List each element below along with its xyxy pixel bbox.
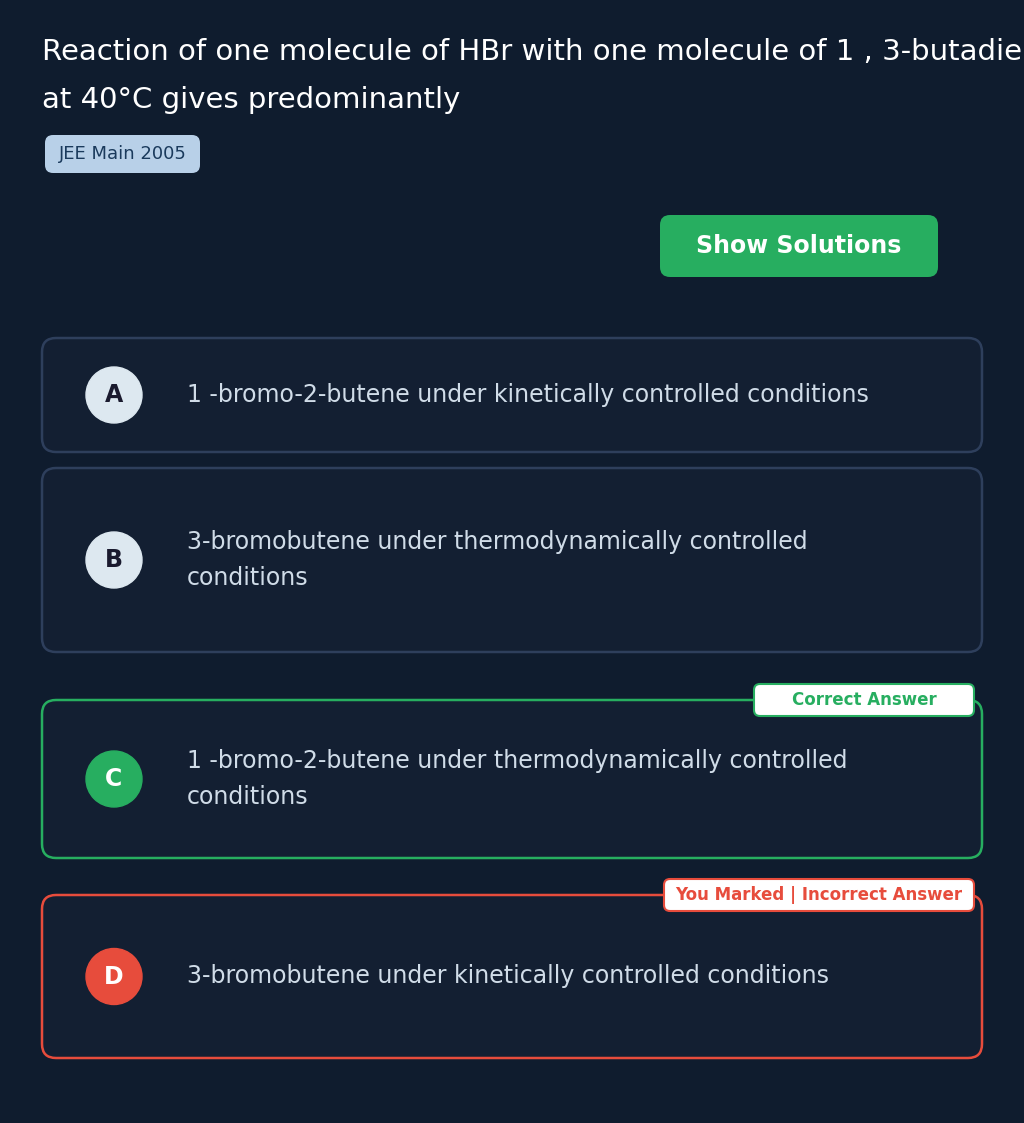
Text: at 40°C gives predominantly: at 40°C gives predominantly: [42, 86, 461, 115]
Text: D: D: [104, 965, 124, 988]
Text: Show Solutions: Show Solutions: [696, 234, 902, 258]
FancyBboxPatch shape: [45, 135, 200, 173]
Circle shape: [86, 532, 142, 588]
Circle shape: [86, 367, 142, 423]
FancyBboxPatch shape: [42, 468, 982, 652]
Circle shape: [86, 949, 142, 1004]
FancyBboxPatch shape: [664, 879, 974, 911]
Text: 3-bromobutene under kinetically controlled conditions: 3-bromobutene under kinetically controll…: [187, 965, 829, 988]
Text: B: B: [105, 548, 123, 572]
Text: Correct Answer: Correct Answer: [792, 691, 936, 709]
Text: conditions: conditions: [187, 566, 308, 590]
FancyBboxPatch shape: [42, 338, 982, 451]
Text: JEE Main 2005: JEE Main 2005: [58, 145, 186, 163]
Text: 1 -bromo-2-butene under thermodynamically controlled: 1 -bromo-2-butene under thermodynamicall…: [187, 749, 848, 773]
FancyBboxPatch shape: [42, 895, 982, 1058]
Text: C: C: [105, 767, 123, 791]
FancyBboxPatch shape: [42, 700, 982, 858]
Text: 1 -bromo-2-butene under kinetically controlled conditions: 1 -bromo-2-butene under kinetically cont…: [187, 383, 869, 407]
Circle shape: [86, 751, 142, 807]
Text: You Marked | Incorrect Answer: You Marked | Incorrect Answer: [676, 886, 963, 904]
FancyBboxPatch shape: [660, 214, 938, 277]
Text: conditions: conditions: [187, 785, 308, 809]
Text: Reaction of one molecule of HBr with one molecule of 1 , 3-butadiene: Reaction of one molecule of HBr with one…: [42, 38, 1024, 66]
FancyBboxPatch shape: [754, 684, 974, 716]
Text: A: A: [104, 383, 123, 407]
Text: 3-bromobutene under thermodynamically controlled: 3-bromobutene under thermodynamically co…: [187, 530, 808, 554]
